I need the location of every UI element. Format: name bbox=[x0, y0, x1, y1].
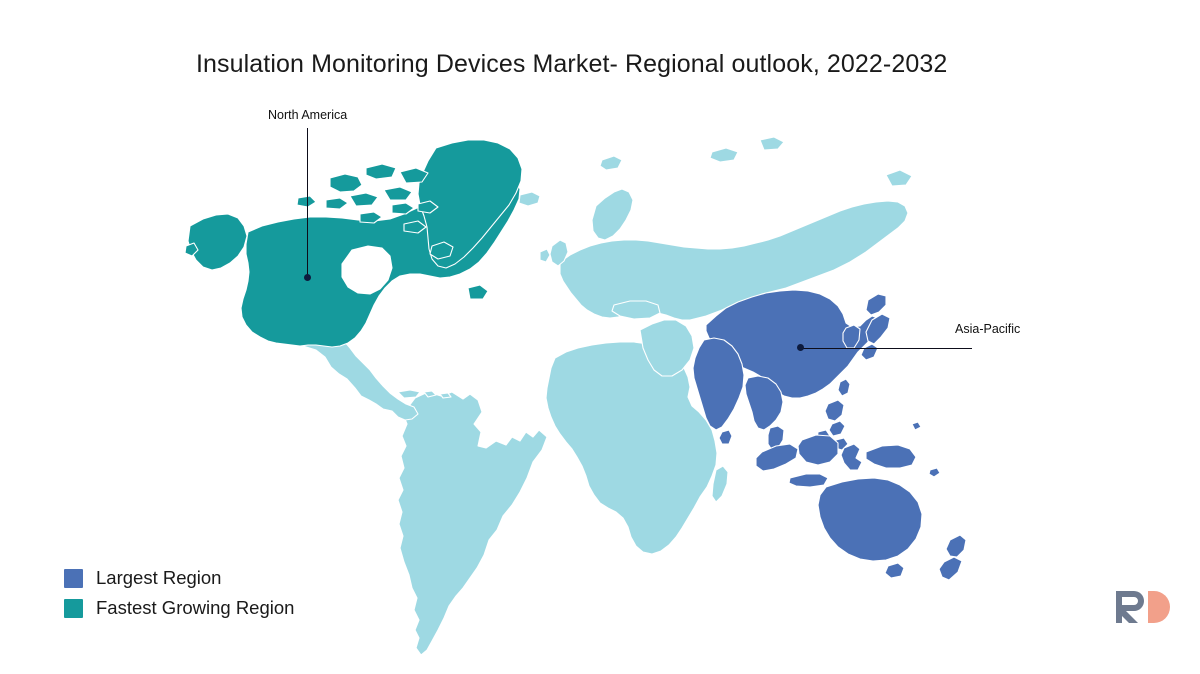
leader-dot-asia-pacific bbox=[797, 344, 804, 351]
map-layer-largest-region bbox=[692, 289, 967, 581]
legend-item-fastest-growing-region: Fastest Growing Region bbox=[64, 593, 294, 623]
logo-letter-r-icon bbox=[1116, 591, 1144, 623]
legend-item-largest-region: Largest Region bbox=[64, 563, 294, 593]
map-layer-fastest-growing bbox=[184, 139, 523, 348]
leader-line-north-america bbox=[307, 128, 309, 278]
leader-line-asia-pacific bbox=[800, 347, 972, 349]
annotation-label-north-america: North America bbox=[268, 108, 348, 122]
annotation-label-asia-pacific: Asia-Pacific bbox=[955, 322, 1021, 336]
map-legend: Largest Region Fastest Growing Region bbox=[64, 563, 294, 623]
logo-accent-d-icon bbox=[1148, 591, 1170, 623]
leader-dot-north-america bbox=[304, 274, 311, 281]
map-layer-other-regions bbox=[275, 136, 913, 656]
legend-label-largest-region: Largest Region bbox=[96, 567, 222, 588]
legend-swatch-largest-region bbox=[64, 568, 83, 588]
brand-logo bbox=[1116, 591, 1170, 623]
legend-swatch-fastest-growing-region bbox=[64, 598, 83, 618]
page-title: Insulation Monitoring Devices Market- Re… bbox=[196, 50, 948, 78]
legend-label-fastest-growing-region: Fastest Growing Region bbox=[96, 597, 295, 618]
